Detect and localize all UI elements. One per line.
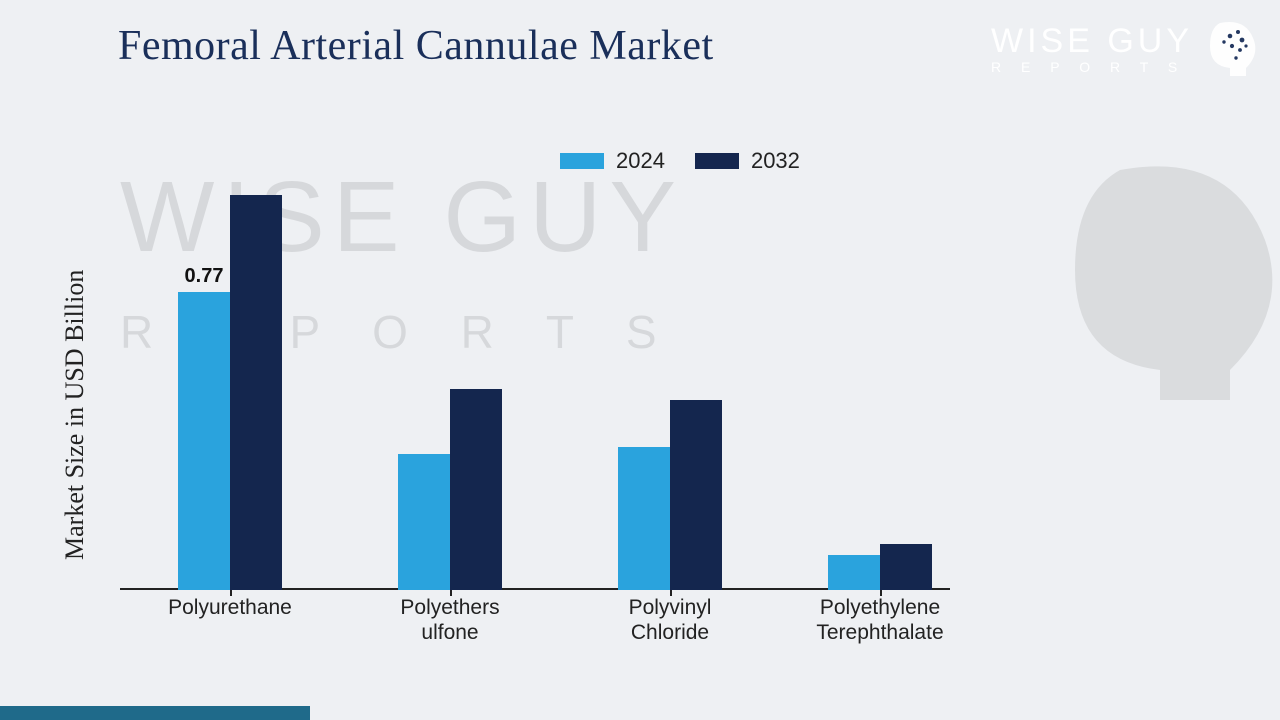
- legend-item-2032: 2032: [695, 148, 800, 174]
- bar: [828, 555, 880, 590]
- legend-label-2024: 2024: [616, 148, 665, 174]
- bar: [398, 454, 450, 590]
- bar: [670, 400, 722, 590]
- bar: [230, 195, 282, 590]
- footer-accent: [0, 706, 310, 720]
- legend-item-2024: 2024: [560, 148, 665, 174]
- bar: [880, 544, 932, 590]
- x-labels: Polyurethane Polyethersulfone Polyvinyl Ch…: [120, 592, 950, 702]
- legend-swatch-2024: [560, 153, 604, 169]
- legend-swatch-2032: [695, 153, 739, 169]
- plot-area: 0.77: [120, 195, 950, 590]
- x-axis-label: Polyethersulfone: [395, 596, 505, 646]
- x-axis-label: Polyvinyl Chloride: [610, 596, 730, 646]
- bar: [178, 292, 230, 590]
- content: Femoral Arterial Cannulae Market WISE GU…: [0, 0, 1280, 720]
- legend: 2024 2032: [560, 148, 800, 174]
- x-axis-label: Polyethylene Terephthalate: [795, 596, 965, 646]
- chart-stage: Femoral Arterial Cannulae Market WISE GU…: [0, 0, 1280, 720]
- y-axis-label: Market Size in USD Billion: [60, 270, 90, 560]
- bar: [618, 447, 670, 590]
- x-axis-label: Polyurethane: [165, 596, 295, 621]
- chart-title: Femoral Arterial Cannulae Market: [118, 22, 714, 70]
- legend-label-2032: 2032: [751, 148, 800, 174]
- bar: [450, 389, 502, 590]
- brand-head-icon: [1200, 18, 1260, 78]
- brand-block: WISE GUY R E P O R T S: [991, 22, 1256, 75]
- bar-value-label: 0.77: [169, 265, 239, 288]
- watermark-head-icon: [1030, 150, 1280, 410]
